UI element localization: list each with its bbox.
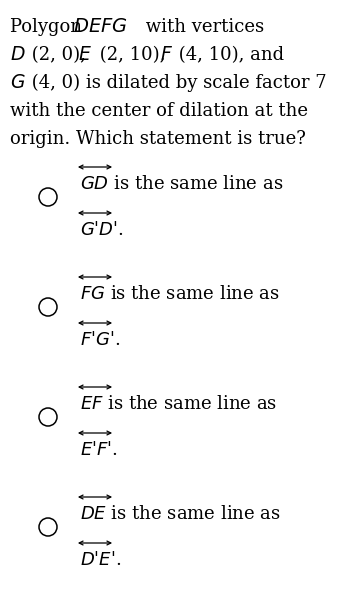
Text: $\mathit{G}$: $\mathit{G}$ — [10, 74, 25, 92]
Text: $\mathit{F}$$\mathit{G}$ is the same line as: $\mathit{F}$$\mathit{G}$ is the same lin… — [80, 285, 280, 303]
Text: (2, 10),: (2, 10), — [94, 46, 171, 64]
Text: (4, 0) is dilated by scale factor 7: (4, 0) is dilated by scale factor 7 — [26, 74, 327, 92]
Text: $\mathit{G}$'$\mathit{D}$'.: $\mathit{G}$'$\mathit{D}$'. — [80, 221, 124, 239]
Text: $\mathit{E}$'$\mathit{F}$'.: $\mathit{E}$'$\mathit{F}$'. — [80, 441, 118, 459]
Text: with vertices: with vertices — [140, 18, 264, 36]
Text: origin. Which statement is true?: origin. Which statement is true? — [10, 130, 306, 148]
Text: $\mathit{D}$$\mathit{E}$ is the same line as: $\mathit{D}$$\mathit{E}$ is the same lin… — [80, 505, 281, 523]
Text: $\mathit{DEFG}$: $\mathit{DEFG}$ — [73, 18, 128, 36]
Text: $\mathit{F}$'$\mathit{G}$'.: $\mathit{F}$'$\mathit{G}$'. — [80, 331, 120, 349]
Text: (4, 10), and: (4, 10), and — [173, 46, 284, 64]
Text: (2, 0),: (2, 0), — [26, 46, 92, 64]
Text: $\mathit{E}$$\mathit{F}$ is the same line as: $\mathit{E}$$\mathit{F}$ is the same lin… — [80, 395, 277, 413]
Text: Polygon: Polygon — [10, 18, 88, 36]
Text: $\mathit{D}$: $\mathit{D}$ — [10, 46, 25, 64]
Text: $\mathit{D}$'$\mathit{E}$'.: $\mathit{D}$'$\mathit{E}$'. — [80, 551, 121, 569]
Text: $\mathit{E}$: $\mathit{E}$ — [78, 46, 92, 64]
Text: $\mathit{F}$: $\mathit{F}$ — [160, 46, 173, 64]
Text: with the center of dilation at the: with the center of dilation at the — [10, 102, 308, 120]
Text: $\mathit{G}$$\mathit{D}$ is the same line as: $\mathit{G}$$\mathit{D}$ is the same lin… — [80, 175, 283, 193]
